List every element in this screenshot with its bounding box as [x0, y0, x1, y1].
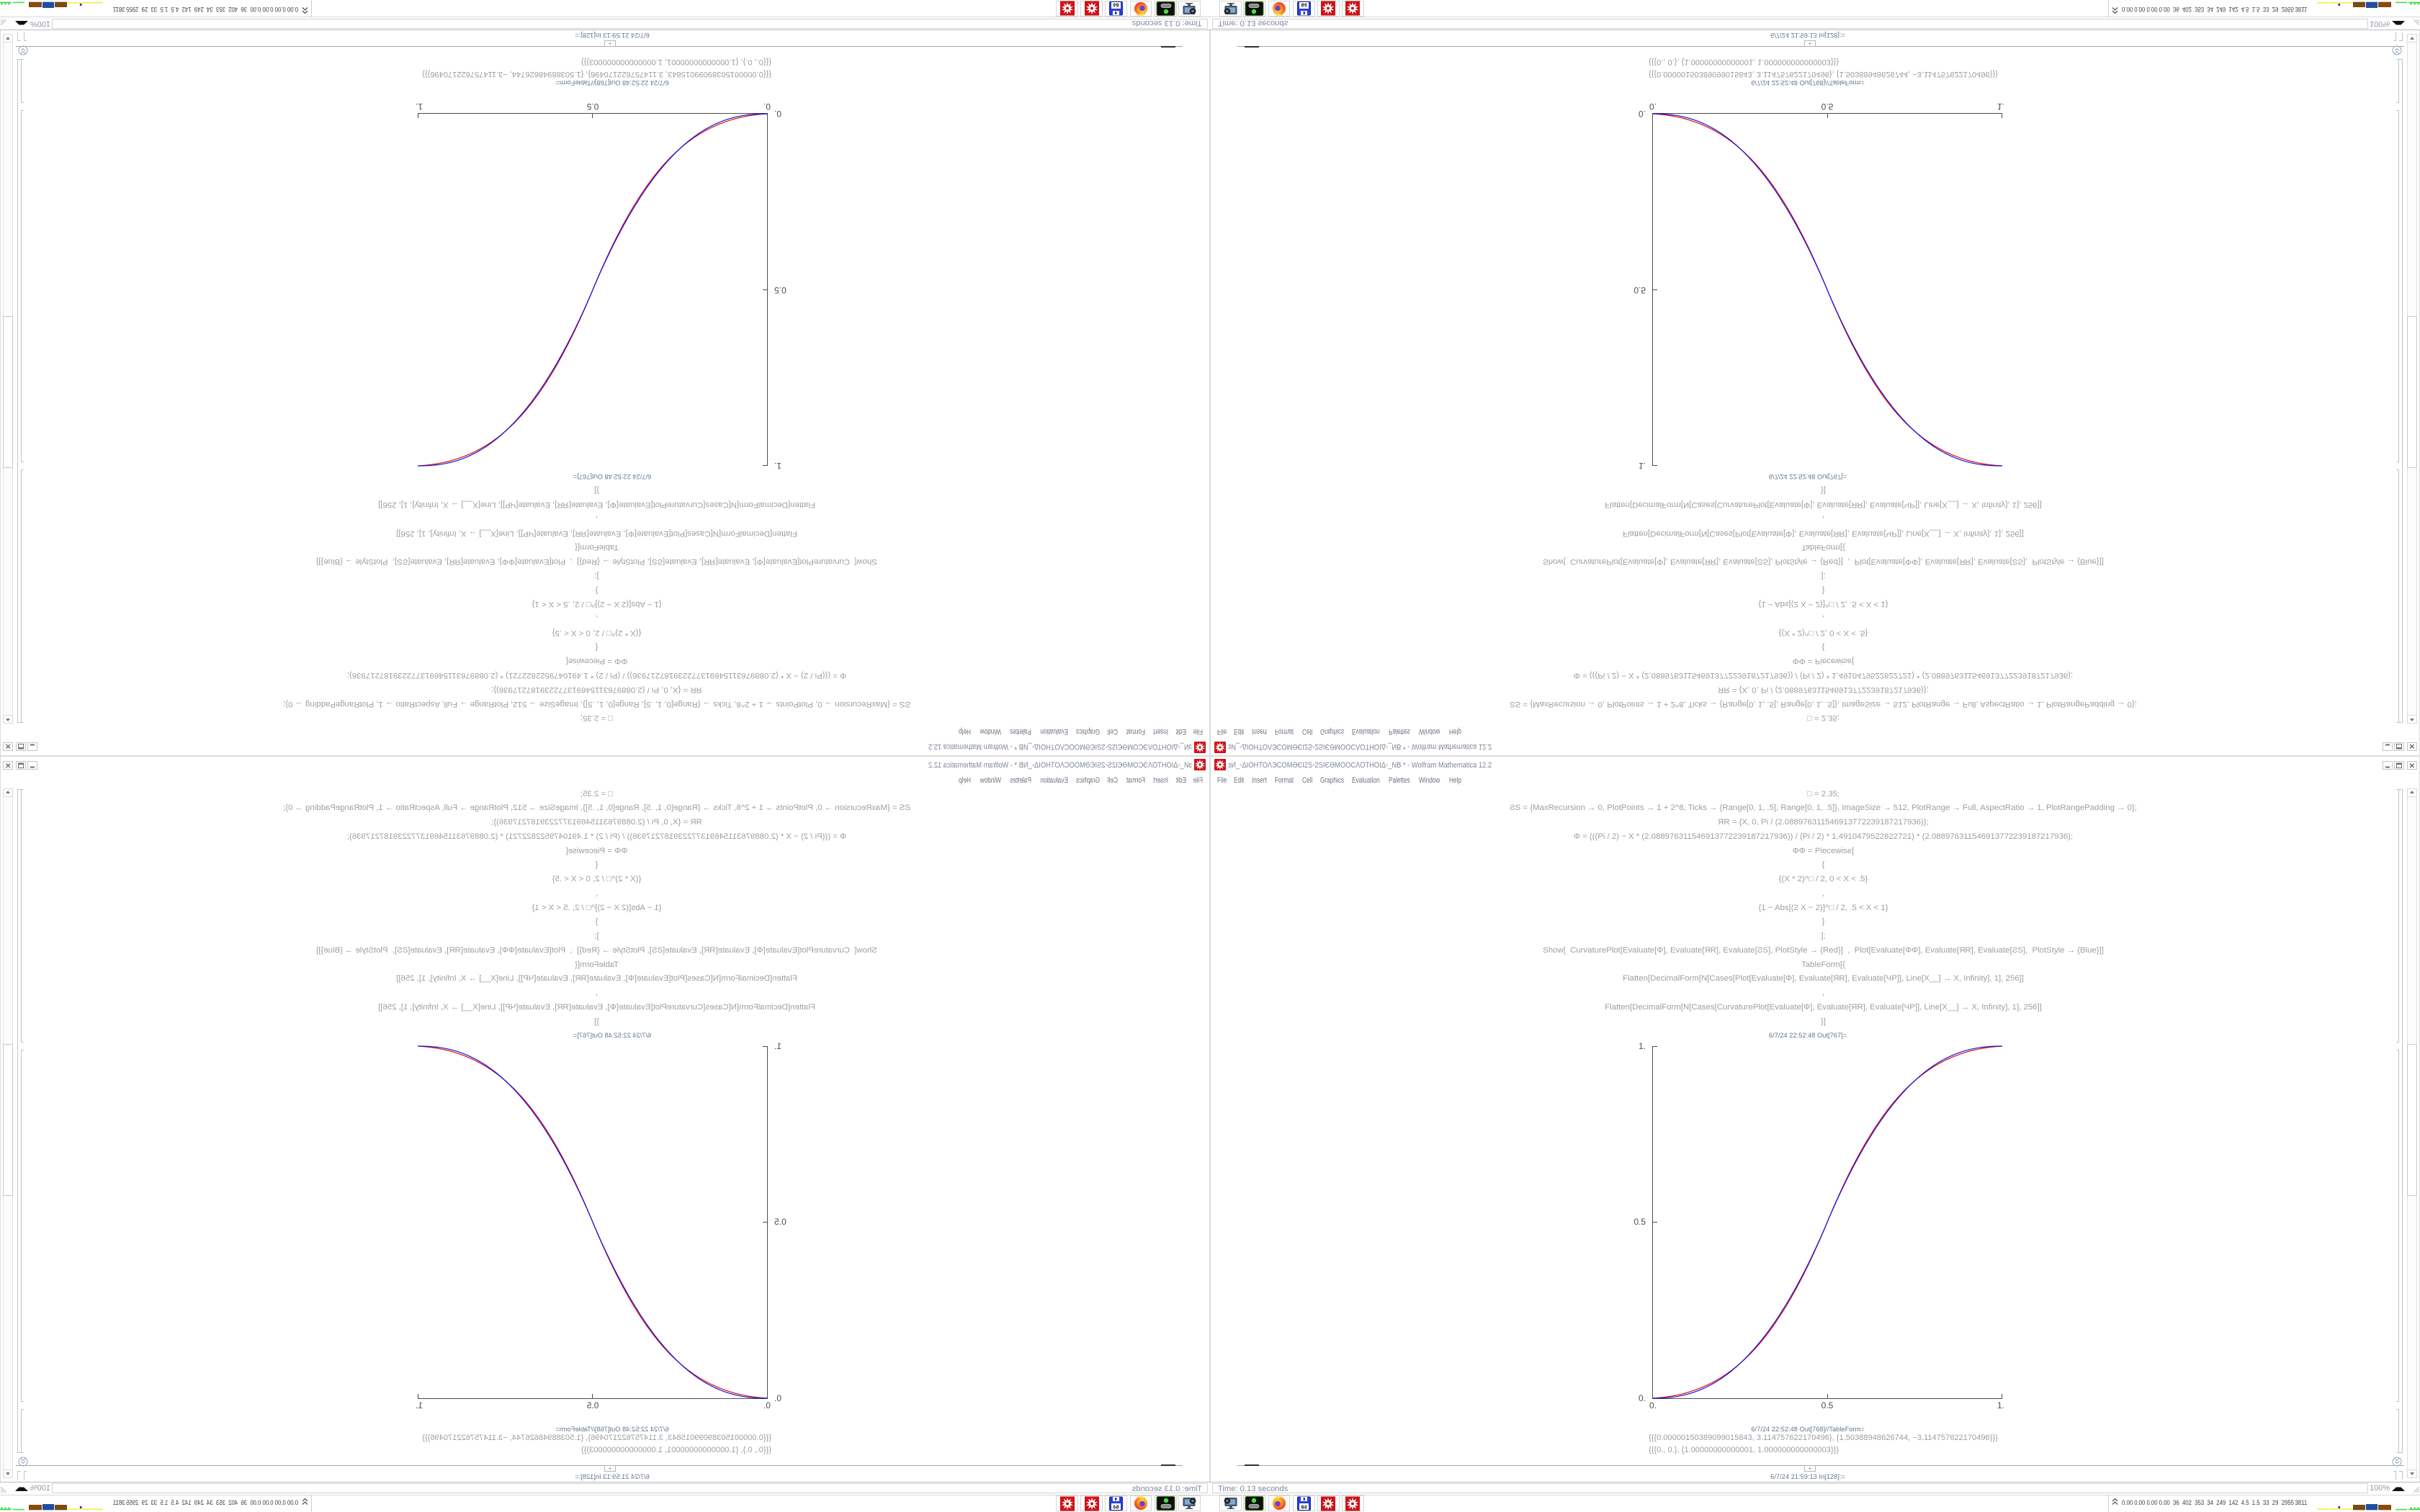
svg-text:1.: 1. — [416, 1400, 423, 1410]
svg-text:0.: 0. — [1639, 1393, 1646, 1403]
svg-text:64: 64 — [1113, 2, 1119, 7]
svg-text:0.: 0. — [1649, 102, 1657, 112]
svg-text:0.5: 0.5 — [774, 285, 786, 295]
svg-text:64: 64 — [1301, 1506, 1307, 1511]
svg-text:0.5: 0.5 — [586, 1400, 599, 1410]
svg-text:1.: 1. — [1997, 102, 2004, 112]
svg-text:1.: 1. — [1997, 1400, 2004, 1410]
svg-text:0.5: 0.5 — [1634, 285, 1646, 295]
svg-text:0.: 0. — [774, 109, 781, 119]
svg-text:1.: 1. — [774, 461, 781, 471]
svg-text:0.5: 0.5 — [1821, 1400, 1834, 1410]
svg-text:64: 64 — [1301, 2, 1307, 7]
svg-text:0.: 0. — [774, 1393, 781, 1403]
svg-text:0.: 0. — [1649, 1400, 1657, 1410]
svg-text:1.: 1. — [774, 1041, 781, 1051]
svg-text:1.: 1. — [1639, 1041, 1646, 1051]
svg-text:1.: 1. — [416, 102, 423, 112]
svg-text:0.5: 0.5 — [1821, 102, 1834, 112]
svg-text:0.5: 0.5 — [1634, 1217, 1646, 1227]
svg-text:0.: 0. — [1639, 109, 1646, 119]
svg-text:64: 64 — [1113, 1506, 1119, 1511]
svg-text:0.: 0. — [763, 1400, 771, 1410]
svg-text:0.5: 0.5 — [774, 1217, 786, 1227]
svg-text:0.5: 0.5 — [586, 102, 599, 112]
svg-text:1.: 1. — [1639, 461, 1646, 471]
svg-text:0.: 0. — [763, 102, 771, 112]
